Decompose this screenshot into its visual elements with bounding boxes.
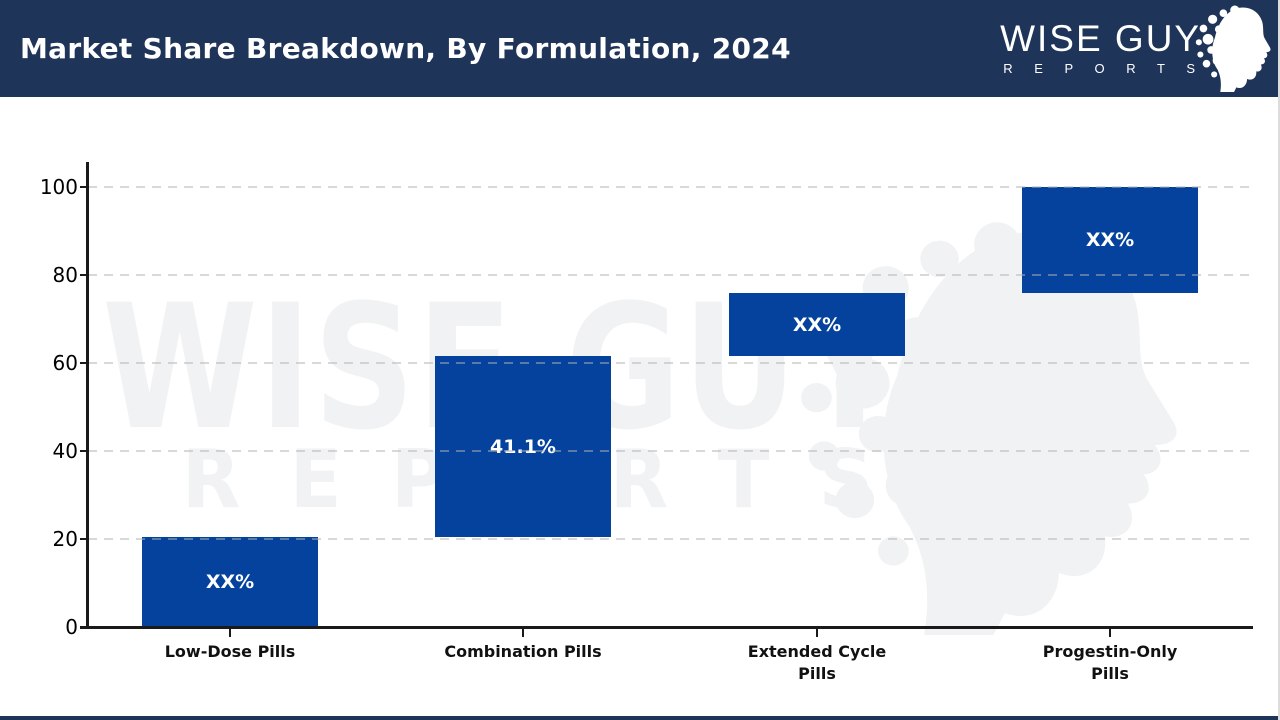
y-tick — [80, 362, 88, 364]
bar-value-label: XX% — [792, 313, 842, 336]
y-tick-label: 0 — [65, 615, 78, 639]
bar-value-label: XX% — [1085, 229, 1135, 252]
x-tick — [522, 629, 524, 637]
y-tick — [80, 450, 88, 452]
x-category-label: Progestin-Only Pills — [1042, 642, 1178, 683]
x-tick — [816, 629, 818, 637]
y-tick-label: 80 — [52, 263, 78, 287]
y-tick-label: 40 — [52, 439, 78, 463]
page-title: Market Share Breakdown, By Formulation, … — [20, 32, 791, 65]
header-bar: Market Share Breakdown, By Formulation, … — [0, 0, 1278, 97]
bar-value-label: 41.1% — [490, 435, 556, 458]
logo: WISE GUY R E P O R T S — [997, 4, 1272, 92]
logo-wordmark-line2: R E P O R T S — [1003, 60, 1204, 76]
y-tick-label: 100 — [39, 175, 78, 199]
x-tick — [229, 629, 231, 637]
x-tick — [1109, 629, 1111, 637]
chart-area: WISE GUY R E P O R T S XX%41.1%XX%XX%020… — [0, 97, 1278, 716]
head-logo-icon — [1195, 5, 1271, 92]
y-tick — [80, 538, 88, 540]
y-tick-label: 60 — [52, 351, 78, 375]
y-tick — [80, 186, 88, 188]
bar: XX% — [1022, 187, 1198, 294]
logo-wordmark: WISE GUY R E P O R T S — [997, 18, 1204, 76]
bar-value-label: XX% — [205, 571, 255, 594]
x-category-label: Low-Dose Pills — [164, 642, 296, 661]
bar: XX% — [142, 537, 318, 627]
bar: XX% — [729, 293, 905, 357]
bar: 41.1% — [435, 356, 611, 538]
y-axis — [86, 162, 89, 629]
y-tick-label: 20 — [52, 527, 78, 551]
logo-wordmark-line1: WISE GUY — [1000, 18, 1202, 60]
y-tick — [80, 274, 88, 276]
x-axis — [80, 626, 1253, 629]
x-category-label: Extended Cycle Pills — [747, 642, 887, 683]
x-category-label: Combination Pills — [444, 642, 602, 661]
bottom-accent-bar — [0, 716, 1278, 720]
